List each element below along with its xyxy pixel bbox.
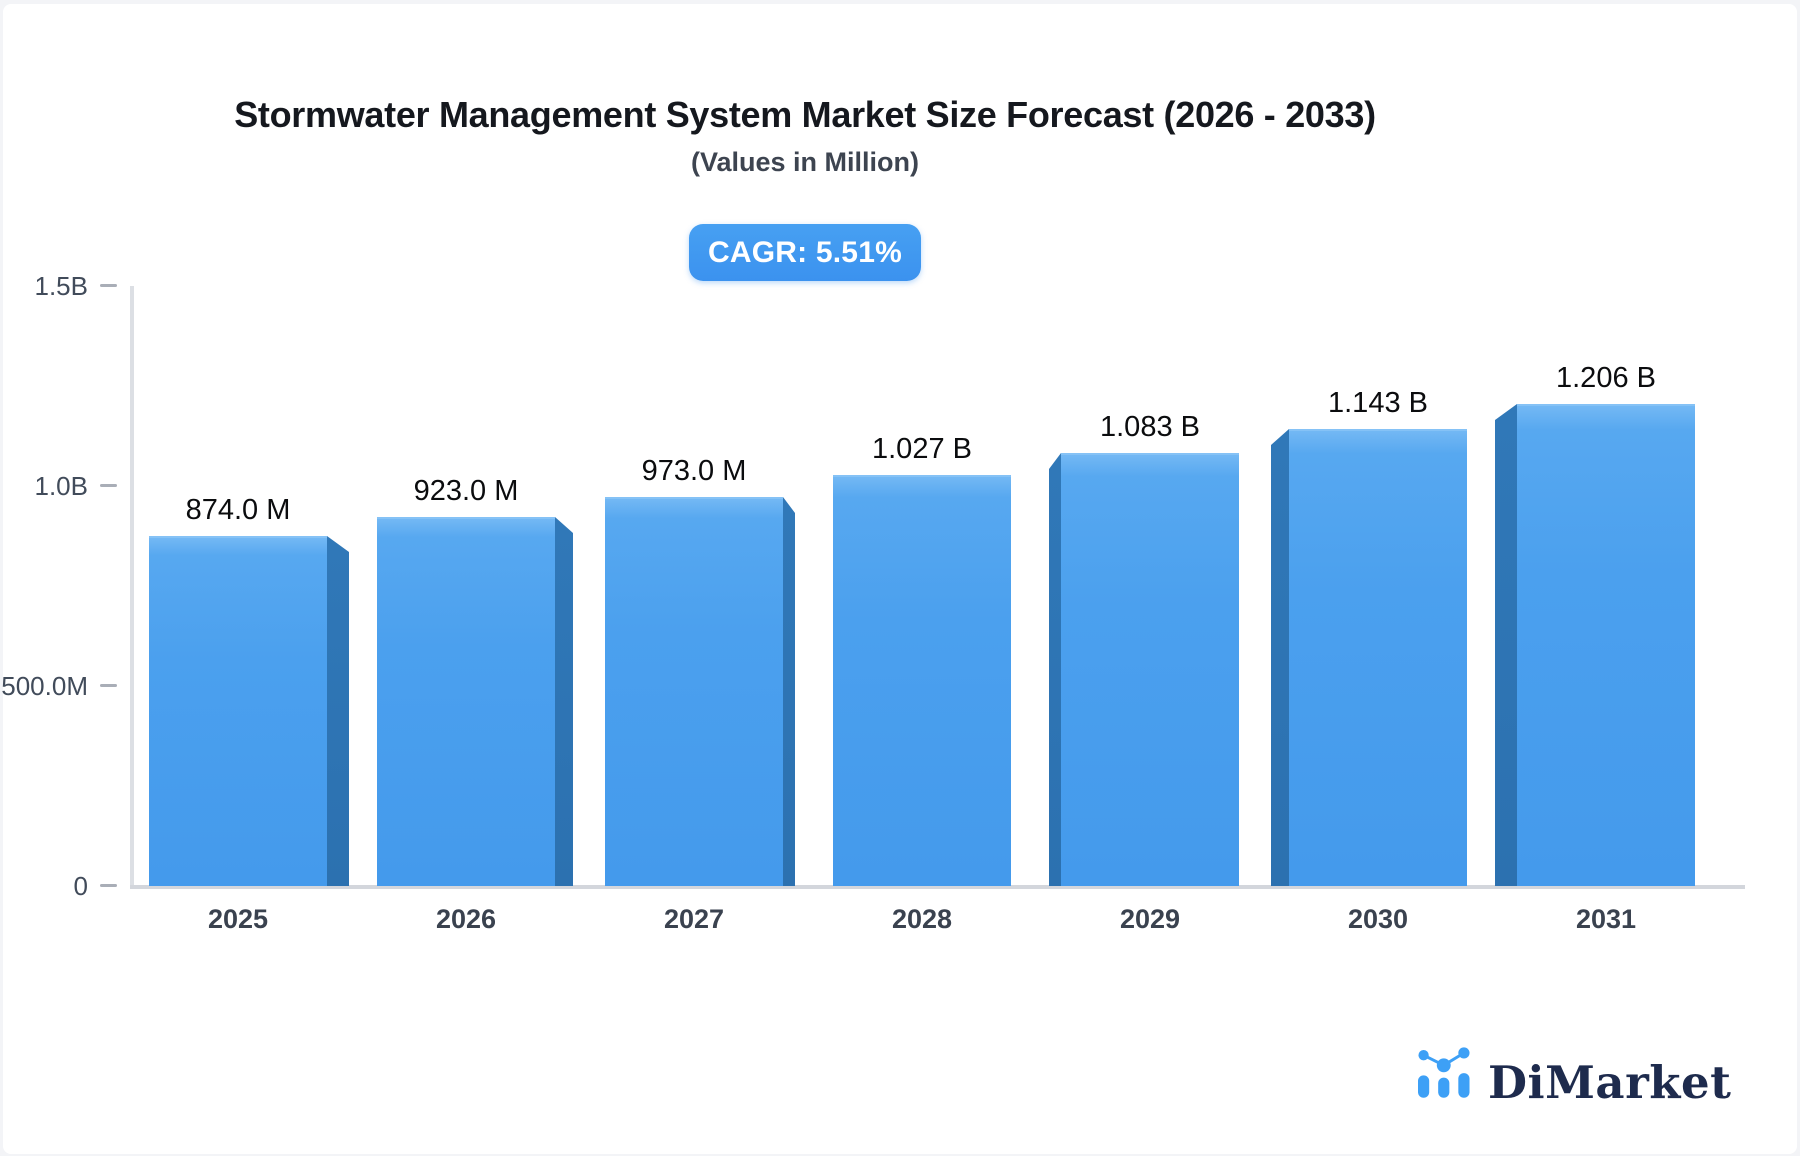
bar-side-2030 [1271, 429, 1289, 886]
brand-logo: DiMarket [1418, 1042, 1731, 1114]
bar-value-label-2025: 874.0 M [185, 494, 291, 526]
bar-2026 [377, 517, 555, 886]
x-axis-label-2027: 2027 [663, 904, 725, 934]
bar-2028 [833, 475, 1011, 886]
bar-2025 [149, 536, 327, 886]
y-tick-label-500.0M: 500.0M [1, 671, 88, 701]
bar-side-2026 [555, 517, 573, 886]
bar-value-label-2028: 1.027 B [872, 433, 972, 465]
brand-name: DiMarket [1488, 1056, 1732, 1109]
y-tick-label-1.0B: 1.0B [34, 471, 89, 501]
bar-side-2031 [1495, 404, 1517, 886]
x-axis-baseline [130, 885, 1745, 889]
bar-value-label-2027: 973.0 M [641, 455, 747, 487]
bar-side-2029 [1049, 453, 1061, 886]
chart-title: Stormwater Management System Market Size… [234, 94, 1376, 135]
y-tick-dash-500.0M [100, 684, 117, 687]
x-axis-label-2026: 2026 [435, 904, 497, 934]
y-axis-line [130, 286, 134, 886]
x-axis-label-2028: 2028 [891, 904, 953, 934]
bar-value-label-2029: 1.083 B [1100, 411, 1200, 443]
cagr-badge-label: CAGR: 5.51% [708, 235, 902, 269]
bar-side-2027 [783, 497, 795, 886]
y-tick-dash-1.5B [100, 284, 117, 287]
x-axis-label-2025: 2025 [207, 904, 269, 934]
dimarket-logo-icon [1418, 1047, 1470, 1098]
x-axis-label-2031: 2031 [1575, 904, 1637, 934]
bar-value-label-2026: 923.0 M [413, 475, 519, 507]
chart-subtitle: (Values in Million) [690, 147, 920, 177]
bar-2030 [1289, 429, 1467, 886]
bar-side-2025 [327, 536, 349, 886]
y-tick-label-0: 0 [73, 871, 88, 901]
bar-2027 [605, 497, 783, 886]
x-axis-label-2029: 2029 [1119, 904, 1181, 934]
bar-2029 [1061, 453, 1239, 886]
bar-value-label-2030: 1.143 B [1328, 387, 1428, 419]
y-tick-dash-0 [100, 884, 117, 887]
x-axis-label-2030: 2030 [1347, 904, 1409, 934]
bar-2031 [1517, 404, 1695, 886]
y-tick-label-1.5B: 1.5B [34, 271, 89, 301]
bar-value-label-2031: 1.206 B [1556, 362, 1656, 394]
y-tick-dash-1.0B [100, 484, 117, 487]
cagr-badge: CAGR: 5.51% [689, 224, 921, 281]
